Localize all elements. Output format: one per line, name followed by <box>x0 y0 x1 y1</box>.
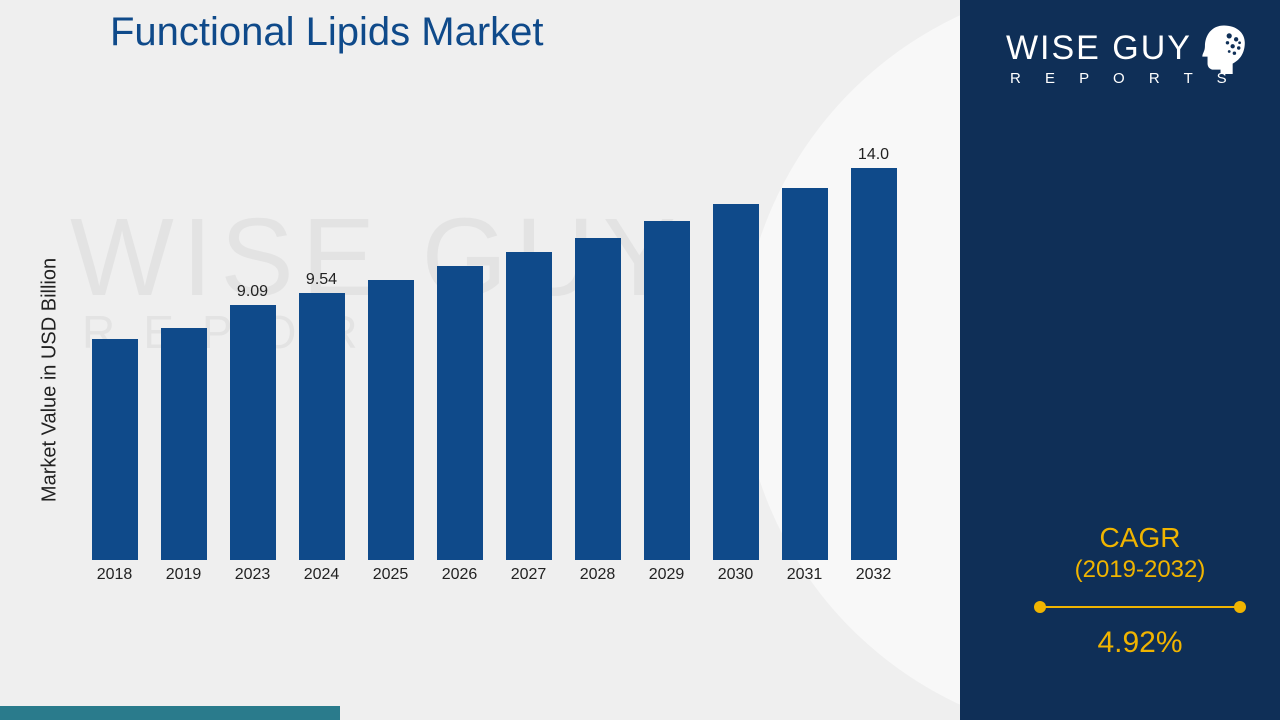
x-tick-label: 2019 <box>149 566 218 584</box>
bar-value-label: 9.54 <box>287 271 356 289</box>
bar-slot: 2026 <box>425 140 494 560</box>
chart-bar <box>851 168 897 560</box>
accent-bar <box>0 706 340 720</box>
bar-slot: 2025 <box>356 140 425 560</box>
chart-bar <box>299 293 345 560</box>
chart-bar <box>368 280 414 560</box>
bar-chart: 201820199.0920239.5420242025202620272028… <box>80 140 910 560</box>
x-tick-label: 2031 <box>770 566 839 584</box>
logo-text-main: WISE GUY <box>1006 29 1192 68</box>
x-tick-label: 2027 <box>494 566 563 584</box>
brand-logo: WISE GUY R E P O R T S <box>1006 22 1250 87</box>
x-tick-label: 2026 <box>425 566 494 584</box>
chart-bar <box>437 266 483 560</box>
cagr-value: 4.92% <box>1040 626 1240 660</box>
logo-main-row: WISE GUY <box>1006 22 1250 74</box>
x-tick-label: 2025 <box>356 566 425 584</box>
head-dots-icon <box>1198 22 1250 74</box>
x-tick-label: 2028 <box>563 566 632 584</box>
bar-slot: 2027 <box>494 140 563 560</box>
cagr-block: CAGR (2019-2032) 4.92% <box>1040 522 1240 660</box>
chart-bar <box>92 339 138 560</box>
chart-bar <box>506 252 552 560</box>
bar-slot: 2030 <box>701 140 770 560</box>
bar-slot: 14.02032 <box>839 140 908 560</box>
chart-region: WISE GUY REPORTS Functional Lipids Marke… <box>0 0 960 720</box>
chart-bar <box>644 221 690 560</box>
x-tick-label: 2030 <box>701 566 770 584</box>
chart-bar <box>161 328 207 560</box>
y-axis-label: Market Value in USD Billion <box>39 258 62 502</box>
bar-slot: 9.542024 <box>287 140 356 560</box>
chart-title: Functional Lipids Market <box>110 10 544 55</box>
bar-slot: 2019 <box>149 140 218 560</box>
x-tick-label: 2018 <box>80 566 149 584</box>
x-tick-label: 2024 <box>287 566 356 584</box>
x-tick-label: 2029 <box>632 566 701 584</box>
chart-bar <box>575 238 621 560</box>
chart-bar <box>713 204 759 560</box>
bar-slot: 2029 <box>632 140 701 560</box>
bar-slot: 2018 <box>80 140 149 560</box>
bar-slot: 9.092023 <box>218 140 287 560</box>
bar-value-label: 14.0 <box>839 146 908 164</box>
side-panel: WISE GUY R E P O R T S <box>960 0 1280 720</box>
x-tick-label: 2032 <box>839 566 908 584</box>
chart-bar <box>230 305 276 560</box>
bar-slot: 2028 <box>563 140 632 560</box>
x-tick-label: 2023 <box>218 566 287 584</box>
chart-bar <box>782 188 828 560</box>
cagr-range: (2019-2032) <box>1040 556 1240 584</box>
bar-value-label: 9.09 <box>218 283 287 301</box>
cagr-divider <box>1040 606 1240 608</box>
infographic-page: WISE GUY R E P O R T S <box>0 0 1280 720</box>
cagr-label: CAGR <box>1040 522 1240 554</box>
bar-slot: 2031 <box>770 140 839 560</box>
